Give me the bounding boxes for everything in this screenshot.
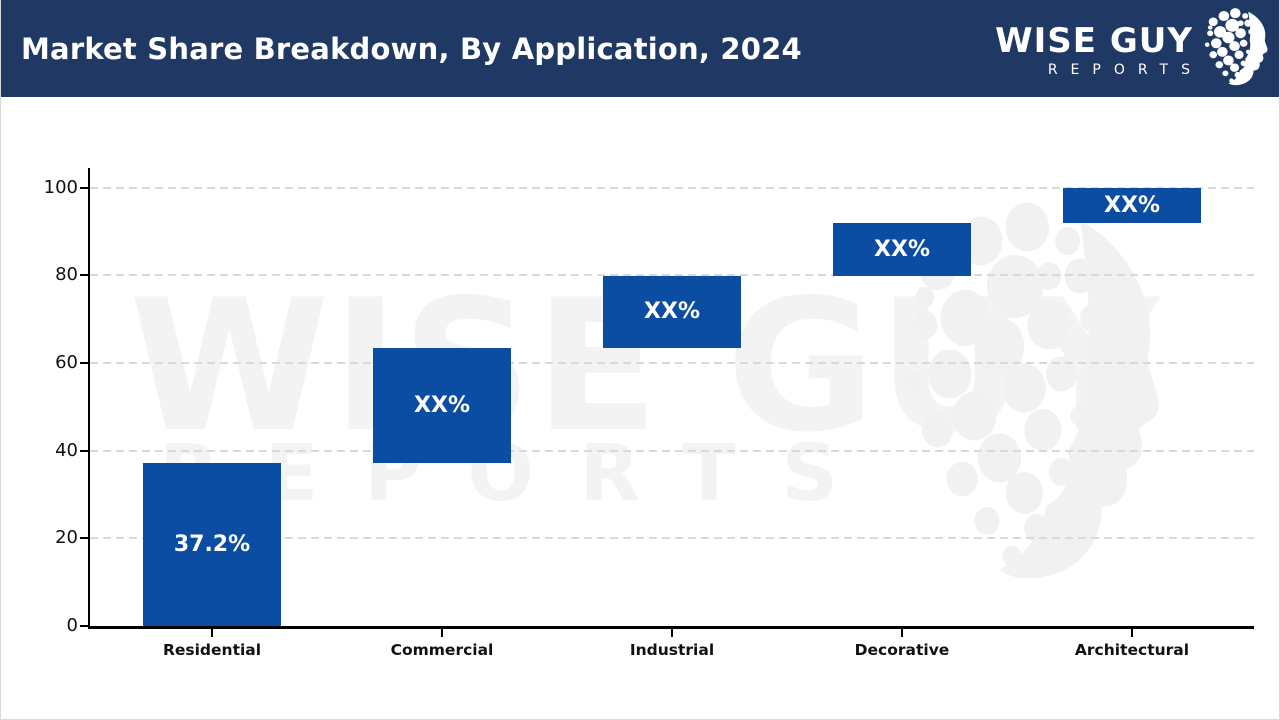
y-tick-0 — [80, 625, 88, 627]
logo-head-icon — [1204, 8, 1268, 86]
bar-value-label: XX% — [644, 299, 700, 325]
page-title: Market Share Breakdown, By Application, … — [21, 31, 802, 66]
bar-residential: 37.2% — [143, 462, 281, 626]
x-category-label-architectural: Architectural — [1074, 641, 1190, 659]
grid-line-100 — [90, 186, 1254, 189]
logo-text: WISE GUY REPORTS — [995, 24, 1193, 78]
bar-value-label: XX% — [1104, 192, 1160, 218]
bar-value-label: XX% — [874, 236, 930, 262]
y-tick-40 — [80, 449, 88, 452]
bar-architectural: XX% — [1063, 187, 1201, 223]
wise-guy-reports-logo: WISE GUY REPORTS — [995, 0, 1273, 97]
y-tick-label-20: 20 — [55, 527, 78, 549]
x-category-label-commercial: Commercial — [390, 641, 494, 659]
y-tick-label-0: 0 — [66, 615, 78, 636]
x-tick-industrial — [671, 629, 673, 637]
bar-value-label: 37.2% — [173, 531, 251, 557]
x-tick-architectural — [1131, 629, 1133, 637]
y-tick-label-40: 40 — [55, 439, 78, 461]
x-tick-commercial — [441, 629, 443, 637]
y-tick-100 — [80, 186, 88, 189]
x-axis-line — [88, 626, 1254, 629]
bar-value-label: XX% — [414, 392, 470, 418]
grid-line-60 — [90, 361, 1254, 364]
y-axis-line — [88, 168, 90, 628]
x-category-label-residential: Residential — [162, 641, 262, 659]
grid-line-40 — [90, 449, 1254, 452]
y-tick-80 — [80, 274, 88, 277]
bar-industrial: XX% — [603, 276, 741, 348]
grid-line-80 — [90, 274, 1254, 277]
y-tick-60 — [80, 361, 88, 364]
header-bar: Market Share Breakdown, By Application, … — [1, 0, 1279, 97]
x-category-label-decorative: Decorative — [854, 641, 950, 659]
bar-decorative: XX% — [833, 222, 971, 277]
y-tick-label-80: 80 — [55, 264, 78, 286]
y-tick-20 — [80, 537, 88, 540]
x-category-label-industrial: Industrial — [629, 641, 715, 659]
y-tick-label-60: 60 — [55, 351, 78, 373]
logo-reports-text: REPORTS — [1047, 62, 1203, 78]
bar-commercial: XX% — [373, 347, 511, 463]
logo-wiseguy-text: WISE GUY — [995, 21, 1193, 61]
x-tick-residential — [211, 629, 213, 637]
y-tick-label-100: 100 — [43, 176, 78, 198]
x-tick-decorative — [901, 629, 903, 637]
grid-line-20 — [90, 537, 1254, 540]
